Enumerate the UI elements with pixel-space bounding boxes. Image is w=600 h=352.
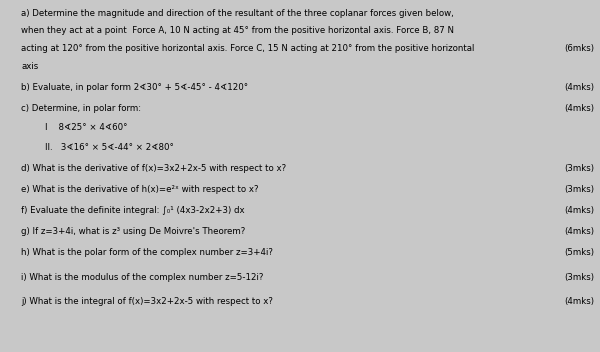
Text: (6mks): (6mks) (564, 44, 594, 53)
Text: f) Evaluate the definite integral: ∫₀¹ (4x3-2x2+3) dx: f) Evaluate the definite integral: ∫₀¹ (… (21, 206, 245, 215)
Text: h) What is the polar form of the complex number z=3+4i?: h) What is the polar form of the complex… (21, 248, 273, 257)
Text: (4mks): (4mks) (564, 297, 594, 307)
Text: i) What is the modulus of the complex number z=5-12i?: i) What is the modulus of the complex nu… (21, 273, 263, 282)
Text: when they act at a point  Force A, 10 N acting at 45° from the positive horizont: when they act at a point Force A, 10 N a… (21, 26, 454, 36)
Text: (4mks): (4mks) (564, 83, 594, 92)
Text: II.   3∢16° × 5∢-44° × 2∢80°: II. 3∢16° × 5∢-44° × 2∢80° (45, 143, 174, 152)
Text: a) Determine the magnitude and direction of the resultant of the three coplanar : a) Determine the magnitude and direction… (21, 9, 454, 18)
Text: axis: axis (21, 62, 38, 71)
Text: (5mks): (5mks) (564, 248, 594, 257)
Text: c) Determine, in polar form:: c) Determine, in polar form: (21, 104, 141, 113)
Text: (3mks): (3mks) (564, 164, 594, 173)
Text: e) What is the derivative of h(x)=e²ˣ with respect to x?: e) What is the derivative of h(x)=e²ˣ wi… (21, 185, 259, 194)
Text: (4mks): (4mks) (564, 206, 594, 215)
Text: j) What is the integral of f(x)=3x2+2x-5 with respect to x?: j) What is the integral of f(x)=3x2+2x-5… (21, 297, 273, 307)
Text: (4mks): (4mks) (564, 227, 594, 236)
Text: d) What is the derivative of f(x)=3x2+2x-5 with respect to x?: d) What is the derivative of f(x)=3x2+2x… (21, 164, 286, 173)
Text: (3mks): (3mks) (564, 185, 594, 194)
Text: I    8∢25° × 4∢60°: I 8∢25° × 4∢60° (45, 123, 128, 132)
Text: g) If z=3+4i, what is z³ using De Moivre's Theorem?: g) If z=3+4i, what is z³ using De Moivre… (21, 227, 245, 236)
Text: b) Evaluate, in polar form 2∢30° + 5∢-45° - 4∢120°: b) Evaluate, in polar form 2∢30° + 5∢-45… (21, 83, 248, 92)
Text: (3mks): (3mks) (564, 273, 594, 282)
Text: (4mks): (4mks) (564, 104, 594, 113)
Text: acting at 120° from the positive horizontal axis. Force C, 15 N acting at 210° f: acting at 120° from the positive horizon… (21, 44, 475, 53)
